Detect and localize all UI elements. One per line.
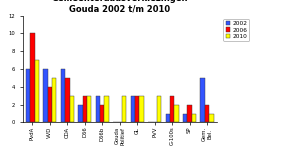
Bar [209,114,213,122]
Bar [30,33,34,122]
Bar [65,78,70,122]
Bar [52,78,56,122]
Bar [139,96,144,122]
Bar [135,96,139,122]
Bar [83,96,87,122]
Bar [100,105,104,122]
Bar [43,69,48,122]
Bar [87,96,91,122]
Bar [157,96,161,122]
Bar [174,105,179,122]
Bar [170,96,174,122]
Bar [187,105,192,122]
Bar [205,105,209,122]
Bar [192,114,196,122]
Bar [131,96,135,122]
Bar [26,69,30,122]
Bar [48,87,52,122]
Bar [96,96,100,122]
Bar [61,69,65,122]
Bar [70,96,74,122]
Bar [166,114,170,122]
Title: Gemeenteraadsverkiezingen
Gouda 2002 t/m 2010: Gemeenteraadsverkiezingen Gouda 2002 t/m… [52,0,188,14]
Bar [200,78,205,122]
Bar [122,96,126,122]
Bar [183,114,187,122]
Bar [78,105,83,122]
Bar [104,96,109,122]
Bar [34,60,39,122]
Legend: 2002, 2006, 2010: 2002, 2006, 2010 [223,19,249,41]
